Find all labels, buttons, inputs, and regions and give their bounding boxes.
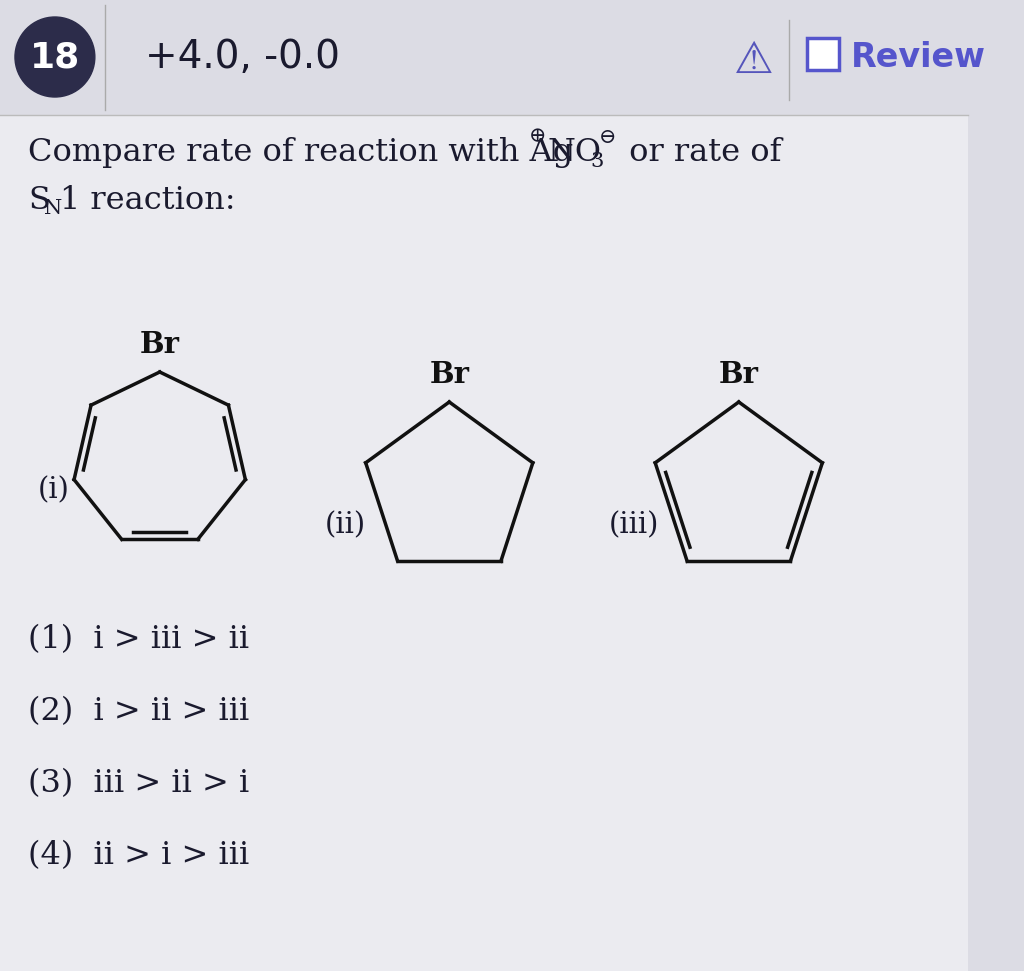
Circle shape <box>15 17 95 97</box>
Text: 18: 18 <box>30 40 80 74</box>
Text: (3)  iii > ii > i: (3) iii > ii > i <box>28 768 249 799</box>
Text: (ii): (ii) <box>325 511 366 539</box>
Text: Br: Br <box>719 359 759 388</box>
Text: 1 reaction:: 1 reaction: <box>59 184 236 216</box>
Text: Review: Review <box>851 41 985 74</box>
Text: or rate of: or rate of <box>618 137 781 168</box>
Bar <box>0 115 969 971</box>
Text: 3: 3 <box>590 151 603 171</box>
Bar <box>0 0 1022 115</box>
Text: N: N <box>44 198 62 218</box>
Text: (4)  ii > i > iii: (4) ii > i > iii <box>28 841 249 872</box>
Text: NO: NO <box>547 137 601 168</box>
Text: S: S <box>28 184 50 216</box>
Text: (iii): (iii) <box>609 511 659 539</box>
Text: Br: Br <box>429 359 469 388</box>
Text: ⊖: ⊖ <box>599 127 616 147</box>
Text: ⚠: ⚠ <box>734 39 774 82</box>
Text: (1)  i > iii > ii: (1) i > iii > ii <box>28 624 249 655</box>
Text: (2)  i > ii > iii: (2) i > ii > iii <box>28 696 249 727</box>
Text: ⊕: ⊕ <box>529 127 547 147</box>
Text: Br: Br <box>139 329 180 358</box>
Text: (i): (i) <box>38 476 70 504</box>
Text: Compare rate of reaction with Ag: Compare rate of reaction with Ag <box>28 137 573 168</box>
Text: +4.0, -0.0: +4.0, -0.0 <box>144 38 340 76</box>
Bar <box>807 38 839 70</box>
